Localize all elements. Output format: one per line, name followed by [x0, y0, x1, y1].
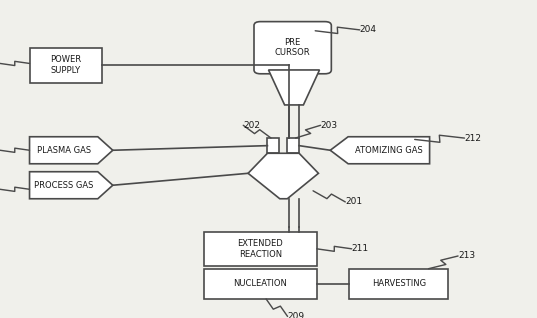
FancyBboxPatch shape	[254, 22, 331, 74]
Text: PROCESS GAS: PROCESS GAS	[34, 181, 93, 190]
Text: NUCLEATION: NUCLEATION	[234, 279, 287, 288]
Text: 213: 213	[458, 252, 475, 260]
Text: 202: 202	[243, 121, 260, 130]
Polygon shape	[268, 70, 320, 105]
Bar	[349, 269, 448, 299]
Text: 212: 212	[465, 134, 482, 142]
Bar	[267, 138, 279, 153]
Polygon shape	[248, 153, 318, 199]
Text: 209: 209	[288, 312, 304, 318]
Text: 201: 201	[345, 197, 362, 206]
Bar	[287, 138, 299, 153]
Polygon shape	[30, 172, 113, 199]
Text: 204: 204	[360, 25, 377, 34]
Text: 211: 211	[352, 244, 369, 253]
Bar	[30, 48, 102, 83]
Text: ATOMIZING GAS: ATOMIZING GAS	[355, 146, 423, 155]
Polygon shape	[330, 137, 430, 164]
Text: 203: 203	[321, 121, 338, 130]
Text: HARVESTING: HARVESTING	[372, 279, 426, 288]
Bar	[204, 232, 317, 266]
Text: PLASMA GAS: PLASMA GAS	[37, 146, 91, 155]
Bar	[204, 269, 317, 299]
Text: POWER
SUPPLY: POWER SUPPLY	[50, 55, 81, 75]
Text: PRE
CURSOR: PRE CURSOR	[275, 38, 310, 58]
Polygon shape	[30, 137, 113, 164]
Text: EXTENDED
REACTION: EXTENDED REACTION	[237, 239, 284, 259]
